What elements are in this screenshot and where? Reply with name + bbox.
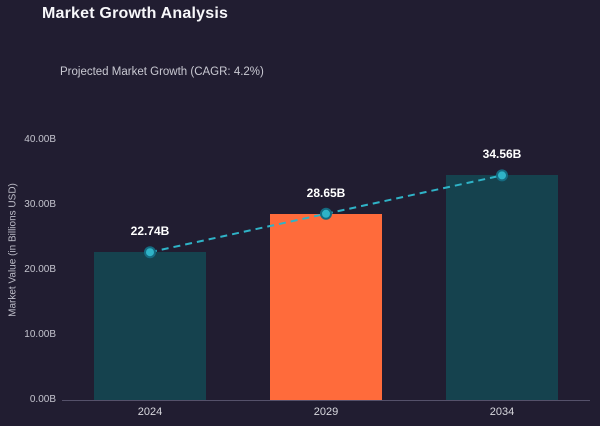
y-tick-40b: 40.00B (24, 134, 56, 145)
bar-2029 (270, 213, 382, 400)
y-tick-10b: 10.00B (24, 329, 56, 340)
bar-group-2024: 22.74B (62, 140, 238, 400)
x-tick-2029: 2029 (313, 406, 339, 418)
bar-group-2034: 34.56B (414, 140, 590, 400)
x-tick-2024: 2024 (137, 406, 163, 418)
x-tick-2034: 2034 (489, 406, 515, 418)
plot-area: 22.74B 28.65B 34.56B (62, 140, 590, 400)
y-tick-0b: 0.00B (29, 394, 56, 405)
bar-group-2029: 28.65B (238, 140, 414, 400)
chart-subtitle: Projected Market Growth (CAGR: 4.2%) (60, 66, 264, 78)
bar-value-label-2034: 34.56B (482, 147, 522, 162)
x-axis-line (62, 400, 590, 401)
bar-value-label-2024: 22.74B (130, 224, 170, 239)
bar-value-label-2029: 28.65B (306, 185, 346, 200)
y-tick-30b: 30.00B (24, 199, 56, 210)
chart-title: Market Growth Analysis (42, 5, 229, 22)
y-tick-20b: 20.00B (24, 264, 56, 275)
bar-2034 (446, 175, 558, 400)
bar-2024 (94, 252, 206, 400)
